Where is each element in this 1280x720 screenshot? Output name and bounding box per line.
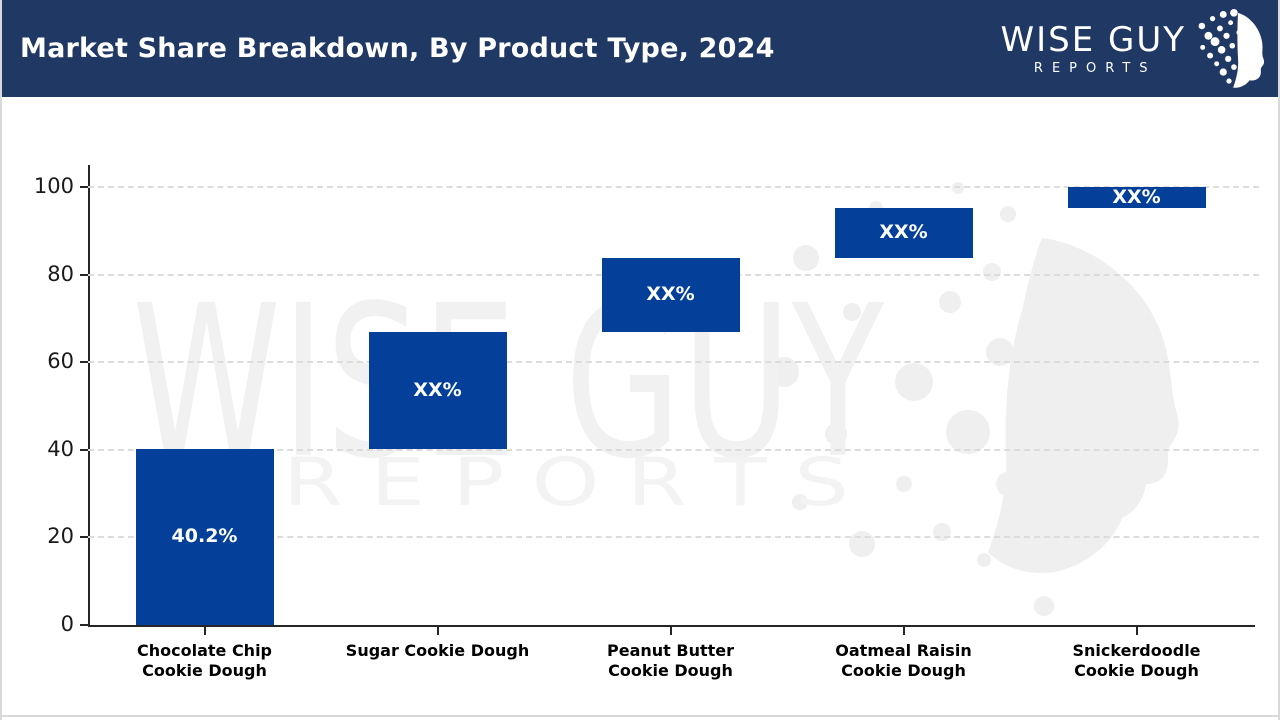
y-tick-mark-80 [80,273,88,276]
y-tick-mark-40 [80,448,88,451]
frame-border-left [0,0,2,720]
y-axis-line [88,165,90,627]
wiseguy-face-logo-icon [1198,8,1265,88]
frame-border-right [1278,0,1280,720]
logo-text: WISE GUY REPORTS [1000,23,1186,75]
bar-value-label-2: XX% [646,283,695,306]
x-category-label-4: Snickerdoodle Cookie Dough [1072,641,1201,680]
bar-segment-0 [135,448,274,625]
bar-value-label-3: XX% [879,221,928,244]
logo-brand-name: WISE GUY [1000,19,1186,60]
y-tick-label-0: 0 [60,612,74,636]
header-bar: Market Share Breakdown, By Product Type,… [0,0,1280,97]
gridline-100 [88,186,1259,188]
bar-value-label-4: XX% [1112,186,1161,208]
bar-segment-2 [601,257,740,332]
y-tick-label-20: 20 [47,524,74,549]
y-tick-label-80: 80 [47,261,74,286]
x-category-label-1: Sugar Cookie Dough [345,641,530,660]
x-tick-mark-1 [436,627,439,635]
y-tick-mark-20 [80,536,88,539]
bar-segment-4 [1067,187,1206,209]
x-tick-mark-0 [203,627,206,635]
bar-segment-3 [834,208,973,258]
y-tick-label-100: 100 [33,174,74,198]
x-category-label-3: Oatmeal Raisin Cookie Dough [835,641,972,680]
wiseguy-logo: WISE GUY REPORTS [1000,8,1280,89]
bar-value-label-1: XX% [413,378,462,401]
x-category-label-0: Chocolate Chip Cookie Dough [136,641,273,680]
gridline-60 [88,361,1259,364]
y-tick-mark-60 [80,361,88,364]
x-tick-mark-2 [669,627,672,635]
page-title: Market Share Breakdown, By Product Type,… [20,33,775,64]
logo-brand-sub: REPORTS [1033,60,1157,76]
bar-segment-1 [368,331,507,449]
gridline-20 [88,536,1259,539]
y-tick-label-60: 60 [47,349,74,374]
y-tick-label-40: 40 [47,436,74,461]
y-tick-mark-0 [80,624,88,626]
x-tick-mark-4 [1135,627,1138,635]
frame-border-bottom [0,715,1280,717]
y-tick-mark-100 [80,186,88,188]
x-category-label-2: Peanut Butter Cookie Dough [607,641,734,680]
bar-value-label-0: 40.2% [171,525,238,548]
x-axis-line [88,625,1255,627]
x-tick-mark-3 [902,627,905,635]
gridline-40 [88,448,1259,451]
